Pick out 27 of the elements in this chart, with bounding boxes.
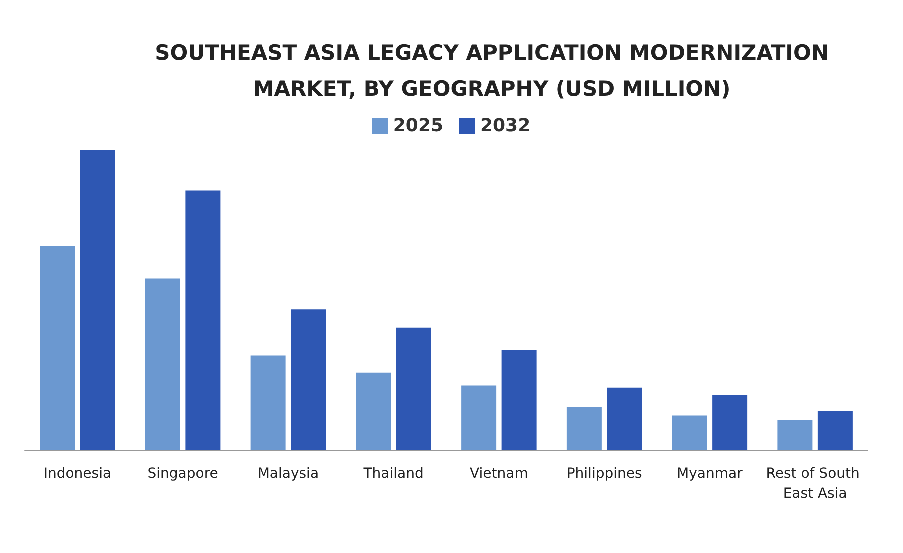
bar [502, 350, 537, 450]
bar [566, 407, 602, 450]
bar [672, 416, 708, 450]
bar [607, 388, 642, 450]
bar [712, 395, 748, 450]
bar [40, 246, 76, 450]
bar [462, 386, 497, 450]
chart-title: SOUTHEAST ASIA LEGACY APPLICATION MODERNIZATION MARKET, BY GEOGRAPHY (USD MILLION) [155, 41, 829, 101]
bar [250, 356, 286, 450]
bar [145, 278, 180, 450]
bar [396, 328, 432, 450]
bar [356, 372, 392, 450]
bar [778, 420, 813, 450]
x-tick-label: Myanmar [677, 466, 744, 482]
x-tick-label: Singapore [148, 466, 218, 482]
bar [80, 150, 116, 450]
x-tick-label: Indonesia [44, 466, 112, 482]
bar [186, 190, 221, 450]
x-tick-label: Vietnam [470, 466, 528, 482]
x-tick-label: Thailand [362, 466, 424, 482]
bar [818, 411, 853, 450]
x-tick-label: Rest of South East Asia [766, 466, 864, 502]
legend-label: 2032 [480, 116, 531, 136]
legend-label: 2025 [393, 116, 444, 136]
x-tick-label: Philippines [566, 466, 642, 482]
x-tick-label: Malaysia [258, 466, 320, 482]
bar [291, 310, 326, 450]
